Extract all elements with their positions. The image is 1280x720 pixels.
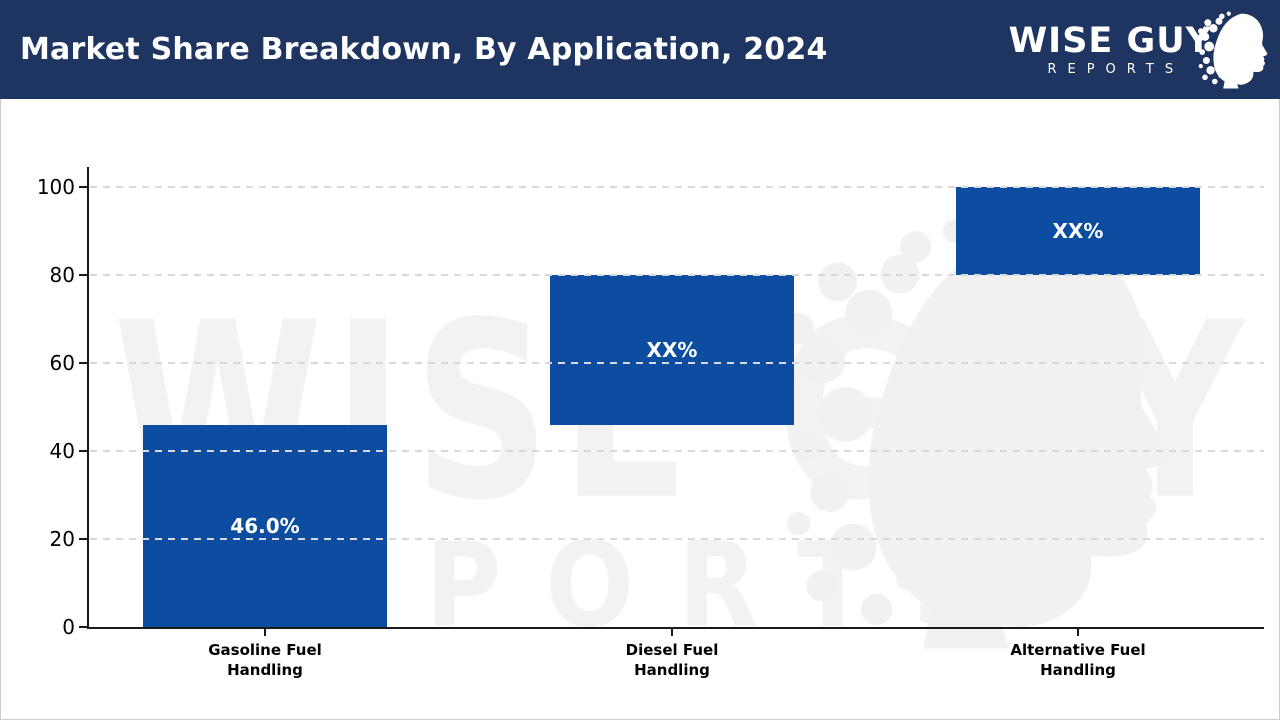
x-category-label: Diesel Fuel Handling: [532, 640, 812, 680]
header-bar: Market Share Breakdown, By Application, …: [0, 0, 1280, 99]
x-category-line2: Handling: [1040, 661, 1116, 679]
x-category-line1: Alternative Fuel: [1010, 641, 1146, 659]
logo-wordmark: WISE GUY: [1008, 21, 1212, 62]
x-tick-mark: [264, 629, 266, 636]
y-tick-label: 20: [49, 527, 75, 551]
bar: [550, 275, 794, 425]
bar-label: 46.0%: [230, 513, 300, 538]
y-tick-mark: [79, 274, 87, 276]
x-tick-mark: [671, 629, 673, 636]
head-profile-icon: [1198, 11, 1268, 89]
x-category-line1: Diesel Fuel: [625, 641, 719, 659]
bar-label: XX%: [646, 337, 698, 362]
gridline: [90, 362, 1264, 364]
x-category-line1: Gasoline Fuel: [208, 641, 322, 659]
chart-title: Market Share Breakdown, By Application, …: [20, 32, 828, 67]
x-category-label: Alternative Fuel Handling: [938, 640, 1218, 680]
x-category-line2: Handling: [634, 661, 710, 679]
y-axis-line: [87, 167, 89, 629]
gridline: [90, 538, 1264, 540]
gridline: [90, 186, 1264, 188]
y-tick-label: 0: [62, 615, 75, 639]
wiseguy-logo: WISE GUY REPORTS: [1009, 8, 1268, 92]
y-tick-mark: [79, 362, 87, 364]
logo-text: WISE GUY REPORTS: [1009, 23, 1212, 77]
bar: [143, 424, 387, 627]
logo-subtext: REPORTS: [1047, 61, 1185, 77]
bar-label: XX%: [1052, 219, 1104, 243]
gridline: [90, 274, 1264, 276]
x-category-label: Gasoline Fuel Handling: [125, 640, 405, 680]
y-tick-label: 100: [36, 175, 75, 199]
y-tick-label: 60: [49, 351, 75, 375]
x-axis-line: [87, 627, 1264, 629]
y-tick-mark: [79, 450, 87, 452]
y-tick-label: 80: [49, 263, 75, 287]
gridline: [90, 450, 1264, 452]
y-tick-mark: [79, 626, 87, 628]
y-tick-mark: [79, 538, 87, 540]
y-tick-label: 40: [49, 439, 75, 463]
chart-region: WISE GUY REPORTS 46.0% XX% XX% 0 20 40 60 80 100…: [0, 99, 1280, 720]
x-category-line2: Handling: [227, 661, 303, 679]
y-tick-mark: [79, 186, 87, 188]
x-tick-mark: [1077, 629, 1079, 636]
plot-area: 46.0% XX% XX% 0 20 40 60 80 100 Gasoline Fuel Hand…: [1, 99, 1279, 719]
